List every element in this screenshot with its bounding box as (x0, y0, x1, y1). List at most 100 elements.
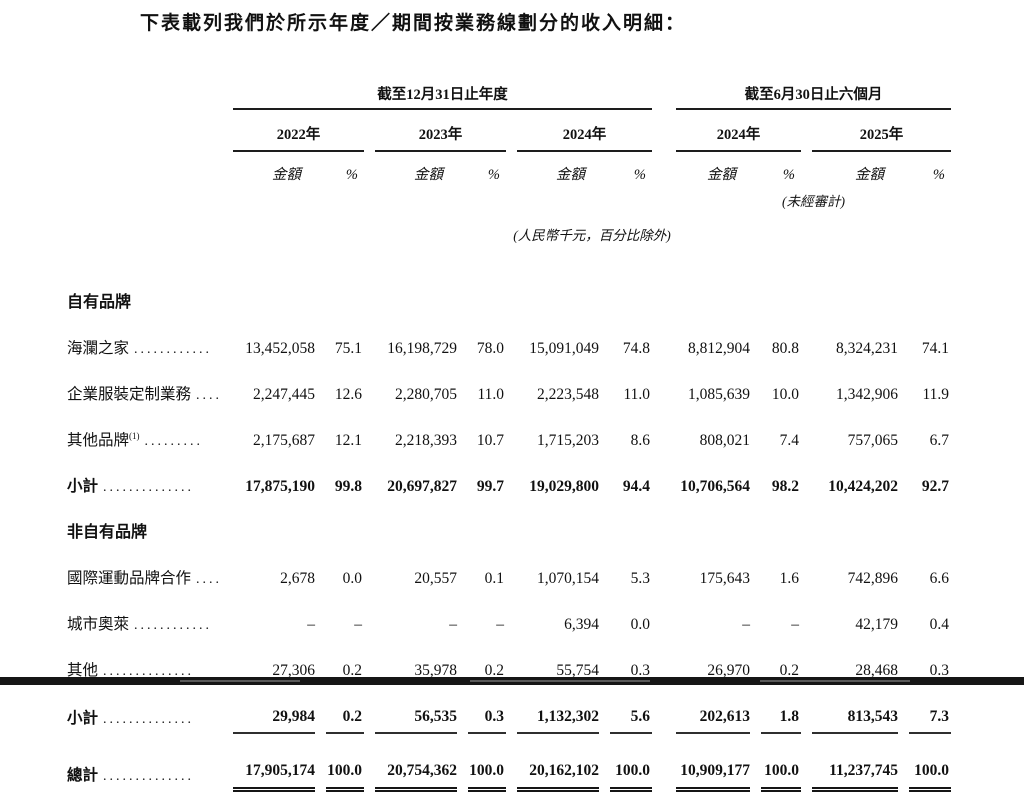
row-label-text: 小計 (67, 710, 99, 727)
percent-cell: 98.2 (771, 478, 800, 495)
amount-cell: 20,697,827 (387, 478, 458, 495)
table-row: 城市奧萊............ – – – – 6,394 0.0 – – 42,179 0.4 (67, 596, 951, 642)
row-label-text: 其他 (67, 662, 99, 679)
row-label: 企業服裝定制業務.... (67, 366, 222, 412)
amount-cell: 10,909,177 (676, 734, 751, 792)
year-header-2022: 2022年 (233, 110, 365, 152)
unaudited-note: (未經審計) (782, 194, 846, 209)
percent-cell: 0.4 (929, 616, 950, 633)
row-label: 其他.............. (67, 642, 222, 688)
amount-cell: 6,394 (564, 616, 600, 633)
percent-cell: 99.7 (476, 478, 505, 495)
percent-cell: 99.8 (334, 478, 363, 495)
dot-leader: .... (196, 572, 223, 587)
column-gap (663, 320, 665, 366)
dot-leader: ............ (134, 618, 213, 633)
amount-subheader: 金額 (556, 167, 586, 183)
subheader-row: 金額 % 金額 % 金額 % 金額 % 金額 % (67, 152, 951, 186)
percent-cell: 11.0 (477, 386, 505, 403)
amount-cell: 175,643 (699, 570, 751, 587)
amount-cell: 10,424,202 (828, 478, 899, 495)
amount-cell: 2,678 (280, 570, 316, 587)
percent-cell: 6.6 (929, 570, 950, 587)
empty-cell (67, 210, 222, 244)
amount-cell: 1,070,154 (537, 570, 600, 587)
percent-cell: 75.1 (334, 340, 363, 357)
amount-cell: 29,984 (233, 688, 316, 734)
percent-subheader: % (345, 167, 359, 183)
percent-cell: 100.0 (326, 734, 365, 792)
amount-cell: 16,198,729 (387, 340, 458, 357)
amount-cell: 808,021 (699, 432, 751, 449)
amount-cell: 11,237,745 (812, 734, 899, 792)
amount-cell: 28,468 (855, 662, 899, 679)
amount-cell: 26,970 (707, 662, 751, 679)
percent-cell: 74.1 (921, 340, 950, 357)
row-label-text: 海瀾之家 (67, 340, 130, 357)
percent-cell: – (496, 616, 505, 633)
percent-cell: 94.4 (622, 478, 651, 495)
percent-cell: 0.2 (779, 662, 800, 679)
row-label: 小計.............. (67, 458, 222, 504)
year-header-2024: 2024年 (517, 110, 653, 152)
amount-cell: 2,175,687 (253, 432, 316, 449)
amount-cell: – (449, 616, 458, 633)
percent-subheader: % (633, 167, 647, 183)
dot-leader: .... (196, 388, 223, 403)
row-label-text: 總計 (67, 767, 99, 784)
unit-note-row: (人民幣千元，百分比除外) (67, 210, 951, 244)
row-label: 非自有品牌 (67, 504, 222, 550)
dot-leader: .............. (103, 480, 195, 495)
column-gap (663, 152, 665, 186)
spacer-row (67, 244, 951, 274)
row-label-text: 國際運動品牌合作 (67, 570, 192, 587)
percent-cell: 1.6 (779, 570, 800, 587)
row-label: 其他品牌(1)......... (67, 412, 222, 458)
amount-cell: 1,715,203 (537, 432, 600, 449)
percent-cell: 100.0 (468, 734, 507, 792)
amount-cell: 202,613 (676, 688, 751, 734)
row-label-text: 企業服裝定制業務 (67, 386, 192, 403)
empty-cell (67, 244, 951, 274)
empty-cell (233, 504, 951, 550)
dot-leader: ......... (144, 434, 204, 449)
empty-cell (67, 78, 222, 110)
percent-cell: 74.8 (622, 340, 651, 357)
unaudited-note-row: (未經審計) (67, 186, 951, 210)
amount-subheader: 金額 (414, 167, 444, 183)
column-gap (663, 688, 665, 734)
section-header-row: 非自有品牌 (67, 504, 951, 550)
amount-subheader: 金額 (855, 167, 885, 183)
amount-cell: 8,324,231 (836, 340, 899, 357)
bottom-bar-fleck (180, 680, 300, 682)
amount-cell: 17,875,190 (245, 478, 316, 495)
column-gap (663, 110, 665, 152)
amount-cell: 19,029,800 (529, 478, 600, 495)
percent-cell: 5.3 (630, 570, 651, 587)
dot-leader: .............. (103, 664, 195, 679)
amount-cell: 20,162,102 (517, 734, 600, 792)
row-label: 小計.............. (67, 688, 222, 734)
percent-cell: 5.6 (610, 688, 653, 734)
percent-cell: 6.7 (929, 432, 950, 449)
table-row: 其他.............. 27,306 0.2 35,978 0.2 55,754… (67, 642, 951, 688)
amount-cell: 35,978 (414, 662, 458, 679)
table-row: 小計.............. 17,875,190 99.8 20,697,827… (67, 458, 951, 504)
amount-cell: – (307, 616, 316, 633)
percent-cell: 78.0 (476, 340, 505, 357)
amount-cell: – (742, 616, 751, 633)
percent-cell: 0.2 (326, 688, 365, 734)
percent-cell: 1.8 (761, 688, 802, 734)
row-label-text: 小計 (67, 478, 99, 495)
dot-leader: .............. (103, 769, 195, 784)
amount-subheader: 金額 (272, 167, 302, 183)
column-gap (663, 550, 665, 596)
document-page: 下表載列我們於所示年度／期間按業務線劃分的收入明細： 截至12月31日止年度 截… (0, 13, 1024, 792)
percent-cell: 0.0 (342, 570, 363, 587)
table-row: 總計.............. 17,905,174 100.0 20,754,36… (67, 734, 952, 792)
section-header-row: 自有品牌 (67, 274, 951, 320)
amount-cell: 10,706,564 (680, 478, 751, 495)
percent-cell: 0.3 (630, 662, 651, 679)
year-header-2025-interim: 2025年 (812, 110, 952, 152)
dot-leader: ............ (134, 342, 213, 357)
